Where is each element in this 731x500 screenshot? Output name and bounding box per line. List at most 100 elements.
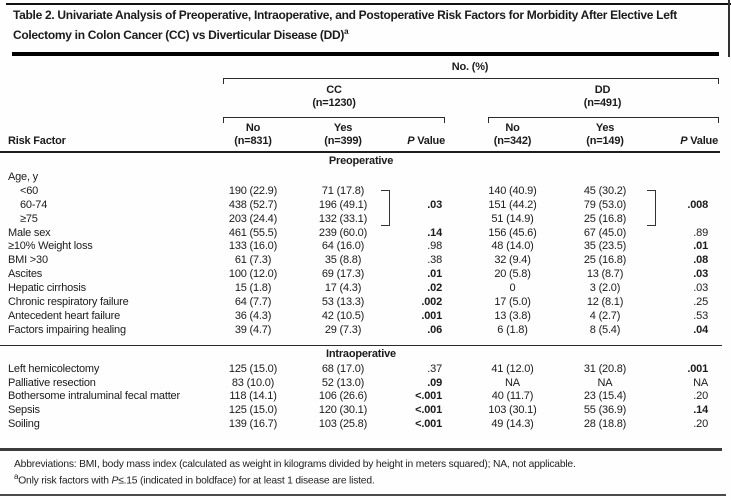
column-gap	[442, 199, 480, 213]
row-label: ≥10% Weight loss	[8, 240, 93, 253]
cell-cc-yes: 53 (13.3)	[321, 296, 365, 309]
cell-cc-p: .06	[427, 323, 442, 336]
row-label: Antecedent heart failure	[8, 309, 120, 322]
table-title: Table 2. Univariate Analysis of Preopera…	[13, 8, 707, 43]
cell-dd-p: .04	[693, 323, 708, 336]
right-edge-rule	[728, 0, 730, 57]
cell-cc-yes: 17 (4.3)	[324, 282, 362, 295]
cell-dd-yes: 45 (30.2)	[583, 184, 627, 197]
cell-dd-p: .25	[693, 296, 708, 309]
dd-p-rest: Value	[687, 135, 718, 147]
row-label: BMI >30	[8, 254, 48, 267]
cell-dd-no: 156 (45.6)	[488, 226, 537, 239]
cell-dd-p: .01	[693, 240, 708, 253]
table-row: Sepsis 125 (15.0) 120 (30.1) <.001 103 (30.1…	[0, 404, 731, 418]
cc-bracket	[223, 117, 445, 123]
group-cc-name: CC	[326, 84, 342, 96]
cell-dd-yes: 67 (45.0)	[583, 226, 627, 239]
footnote-abbreviations: Abbreviations: BMI, body mass index (cal…	[14, 459, 576, 470]
column-gap	[442, 296, 480, 310]
dd-yes-header: Yes (n=149)	[545, 122, 665, 147]
column-gap	[442, 377, 480, 391]
table-title-superscript: a	[344, 26, 349, 36]
cell-dd-p: .14	[693, 404, 708, 417]
section-header: Preoperative	[328, 155, 394, 167]
table-row: Left hemicolectomy 125 (15.0) 68 (17.0) .37…	[0, 363, 731, 377]
age-group-bracket	[381, 190, 390, 226]
cell-dd-p: .89	[693, 226, 708, 239]
cell-dd-no: 140 (40.9)	[488, 184, 537, 197]
cell-cc-yes: 71 (17.8)	[321, 184, 365, 197]
cell-cc-no: 64 (7.7)	[234, 296, 272, 309]
cell-cc-yes: 68 (17.0)	[321, 362, 365, 375]
row-label: Ascites	[8, 268, 43, 281]
dd-no-n: (n=342)	[493, 134, 532, 147]
cell-dd-no: 20 (5.8)	[494, 268, 531, 281]
cell-dd-yes: 35 (23.5)	[583, 240, 627, 253]
cell-dd-p: .03	[693, 282, 708, 295]
cell-dd-no: 151 (44.2)	[488, 198, 537, 211]
cell-cc-p	[403, 171, 442, 185]
column-gap	[442, 324, 480, 338]
cell-dd-p: .008	[687, 198, 708, 211]
column-gap	[442, 418, 480, 432]
cell-cc-no: 100 (12.0)	[228, 268, 278, 281]
row-label: <60	[20, 184, 39, 197]
cell-cc-no: 15 (1.8)	[234, 282, 272, 295]
cell-dd-no: 6 (1.8)	[497, 323, 528, 336]
column-gap	[442, 185, 480, 199]
cell-cc-yes: 120 (30.1)	[318, 404, 368, 417]
cell-dd-yes: 31 (20.8)	[583, 362, 627, 375]
cell-dd-yes: 3 (2.0)	[589, 282, 621, 295]
table-row: Bothersome intraluminal fecal matter 118 …	[0, 390, 731, 404]
row-label: Factors impairing healing	[8, 323, 126, 336]
cell-cc-yes: 42 (10.5)	[321, 309, 365, 322]
cell-cc-no: 125 (15.0)	[228, 404, 278, 417]
table-row: Hepatic cirrhosis 15 (1.8) 17 (4.3) .02 0 3 (…	[0, 282, 731, 296]
cell-cc-p: <.001	[415, 404, 442, 417]
cell-cc-no	[223, 171, 283, 185]
table-row: Chronic respiratory failure 64 (7.7) 53 (1…	[0, 296, 731, 310]
cell-cc-no: 461 (55.5)	[228, 226, 278, 239]
table-row: Male sex 461 (55.5) 239 (60.0) .14 156 (45.6…	[0, 227, 731, 241]
cell-cc-yes	[283, 171, 403, 185]
cell-cc-no: 438 (52.7)	[228, 198, 278, 211]
table-row: BMI >30 61 (7.3) 35 (8.8) .38 32 (9.4) 25 (16…	[0, 254, 731, 268]
cell-dd-p: NA	[693, 376, 708, 389]
cell-dd-no: 51 (14.9)	[491, 212, 534, 225]
row-label: Chronic respiratory failure	[8, 296, 129, 309]
section-header: Intraoperative	[0, 344, 722, 363]
cell-cc-no: 125 (15.0)	[228, 362, 278, 375]
row-label: Soiling	[8, 418, 40, 431]
column-gap	[442, 254, 480, 268]
group-header-cc: CC (n=1230)	[223, 84, 445, 109]
row-label: Palliative resection	[8, 376, 96, 389]
footnote-post: ≤.15 (indicated in boldface) for at leas…	[118, 475, 375, 487]
cc-p-italic: P	[407, 135, 415, 147]
column-gap	[442, 171, 480, 185]
cell-cc-p: .98	[427, 240, 442, 253]
cell-dd-yes: 25 (16.8)	[583, 254, 627, 267]
table-title-text: Table 2. Univariate Analysis of Preopera…	[13, 8, 677, 42]
top-rule	[6, 3, 731, 5]
cell-cc-yes: 69 (17.3)	[321, 268, 365, 281]
table-row: Ascites 100 (12.0) 69 (17.3) .01 20 (5.8) 13 …	[0, 268, 731, 282]
cell-cc-yes: 103 (25.8)	[318, 418, 368, 431]
cell-dd-yes: 4 (2.7)	[589, 309, 621, 322]
table-row: <60 190 (22.9) 71 (17.8) 140 (40.9) 45 (30.2…	[0, 185, 731, 199]
cell-dd-yes: 23 (15.4)	[583, 390, 627, 403]
age-group-bracket	[647, 190, 656, 226]
cc-yes-header: Yes (n=399)	[283, 122, 403, 147]
column-gap	[442, 363, 480, 377]
column-gap	[442, 240, 480, 254]
cell-cc-no: 61 (7.3)	[234, 254, 272, 267]
cell-dd-no	[480, 171, 545, 185]
table-row: Factors impairing healing 39 (4.7) 29 (7.3…	[0, 324, 731, 338]
cc-p-rest: Value	[414, 135, 445, 147]
dd-yes-n: (n=149)	[586, 134, 624, 147]
cell-cc-p	[403, 213, 442, 227]
dd-pvalue-header: P Value	[640, 135, 718, 148]
dd-yes-label: Yes	[595, 122, 615, 134]
cell-dd-p: .20	[693, 418, 708, 431]
